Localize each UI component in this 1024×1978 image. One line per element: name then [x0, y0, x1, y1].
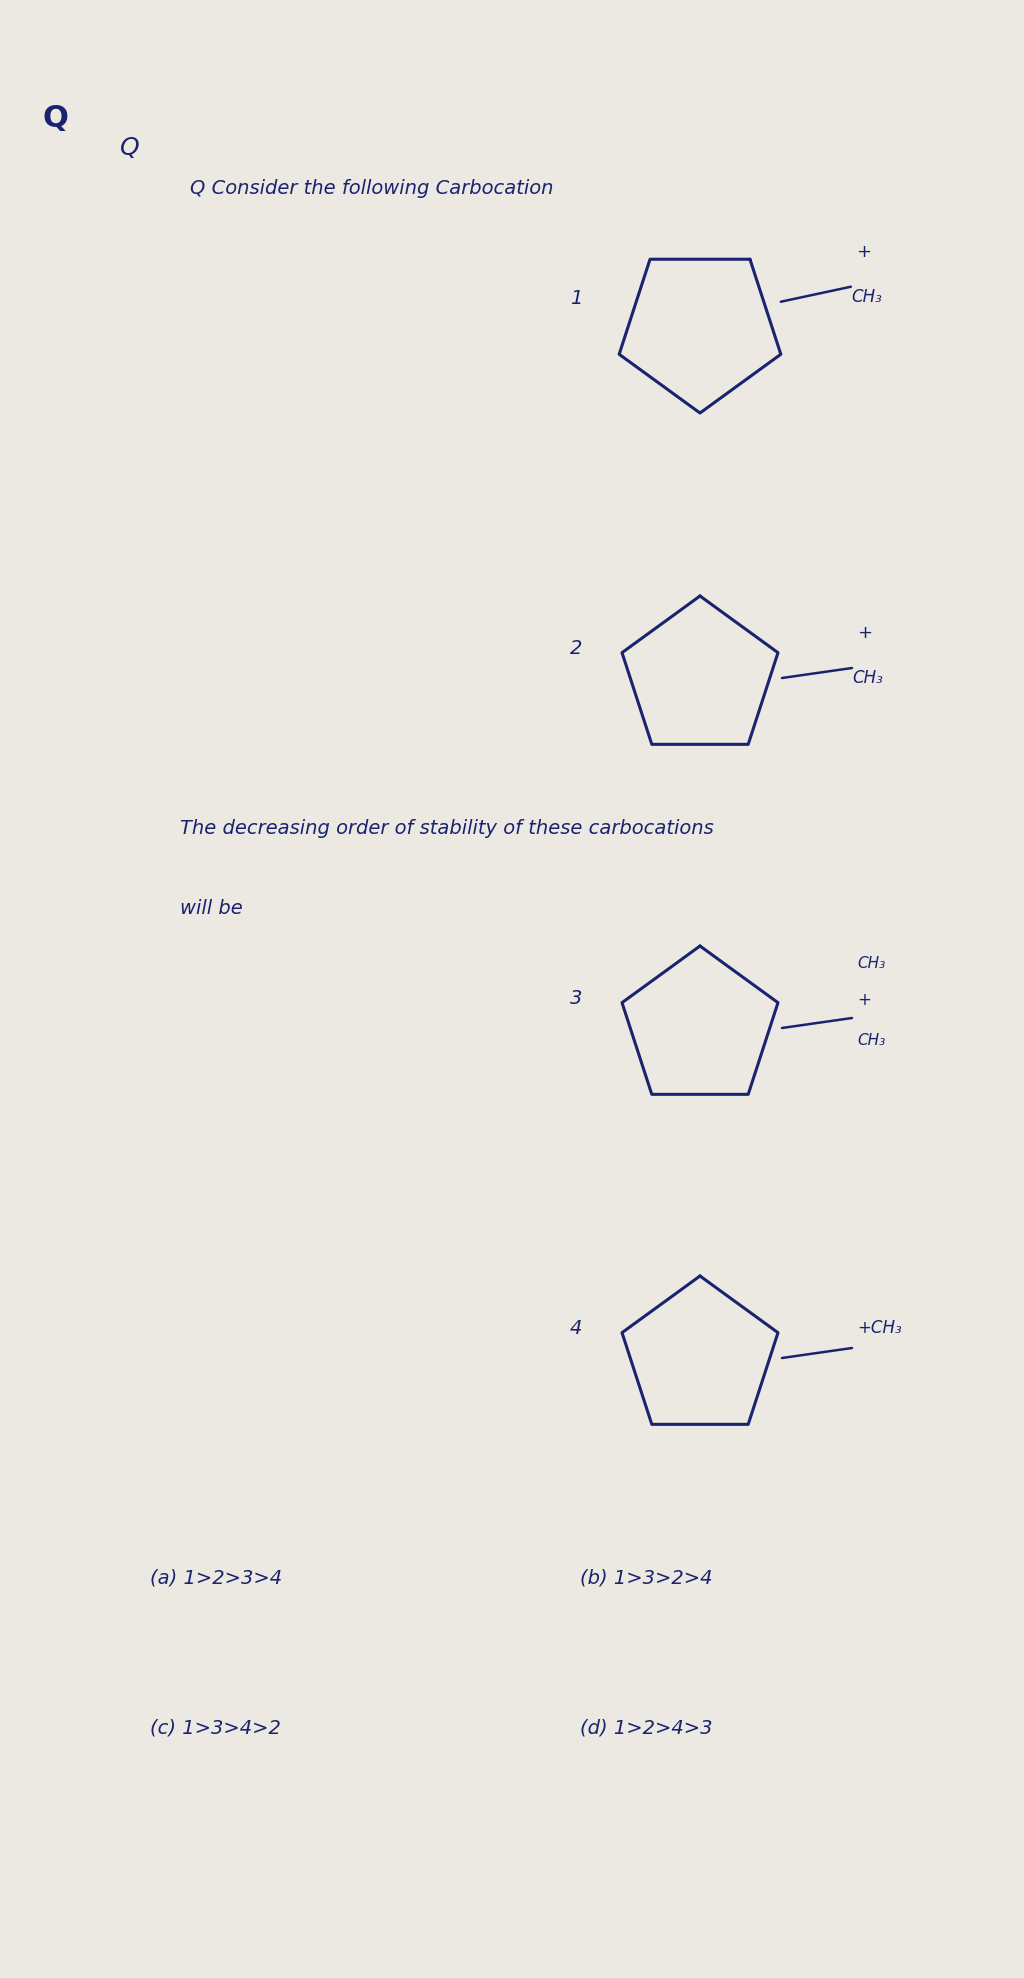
Text: +: + [857, 991, 870, 1009]
Text: 2: 2 [570, 639, 583, 657]
Text: CH₃: CH₃ [857, 955, 886, 971]
Text: +: + [856, 243, 871, 261]
Text: Q Consider the following Carbocation: Q Consider the following Carbocation [190, 178, 554, 198]
Text: (c) 1>3>4>2: (c) 1>3>4>2 [150, 1719, 281, 1737]
Text: 1: 1 [570, 289, 583, 307]
Text: +CH₃: +CH₃ [857, 1319, 901, 1337]
Text: The decreasing order of stability of these carbocations: The decreasing order of stability of the… [180, 819, 714, 837]
Text: will be: will be [180, 898, 243, 918]
Text: CH₃: CH₃ [851, 287, 882, 307]
Text: (b) 1>3>2>4: (b) 1>3>2>4 [580, 1569, 713, 1588]
Text: CH₃: CH₃ [857, 1033, 886, 1048]
Text: 4: 4 [570, 1319, 583, 1337]
Text: (a) 1>2>3>4: (a) 1>2>3>4 [150, 1569, 283, 1588]
Text: +: + [857, 623, 872, 643]
Text: Q: Q [42, 103, 68, 133]
Text: (d) 1>2>4>3: (d) 1>2>4>3 [580, 1719, 713, 1737]
Text: Q: Q [120, 136, 139, 160]
Text: CH₃: CH₃ [852, 669, 883, 686]
Text: 3: 3 [570, 989, 583, 1007]
